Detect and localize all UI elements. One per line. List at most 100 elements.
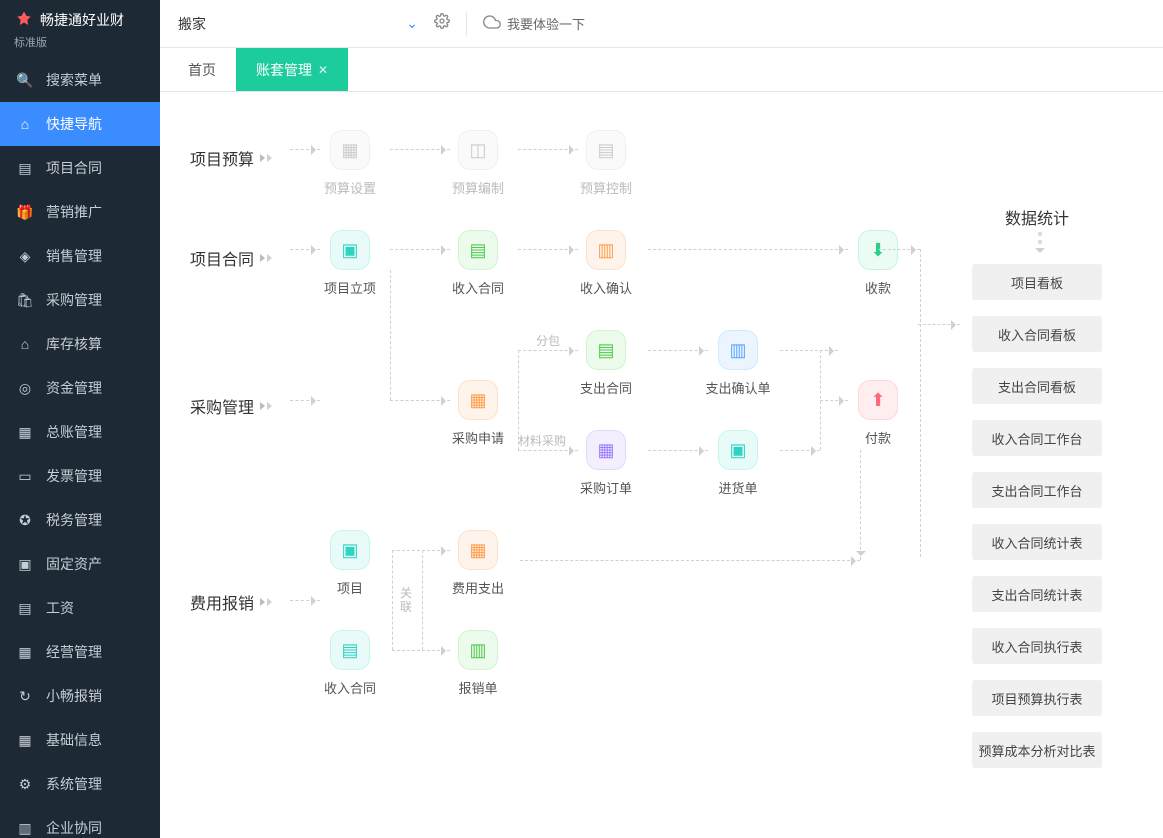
sidebar-item-6[interactable]: ⌂ 库存核算 xyxy=(0,322,160,366)
sidebar: 畅捷通好业财 标准版 🔍搜索菜单⌂快捷导航▤项目合同🎁营销推广◈销售管理🛍采购管… xyxy=(0,0,160,838)
node-project-init[interactable]: ▣项目立项 xyxy=(310,230,390,297)
search-icon: 🔍 xyxy=(16,71,34,89)
sidebar-item-0[interactable]: 🔍 搜索菜单 xyxy=(0,58,160,102)
node-expense-out[interactable]: ▦费用支出 xyxy=(438,530,518,597)
sidebar-item-9[interactable]: ▭发票管理 xyxy=(0,454,160,498)
arrow xyxy=(290,400,320,401)
refresh-icon: ↻ xyxy=(16,687,34,705)
sidebar-item-label: 资金管理 xyxy=(46,378,102,398)
sidebar-item-8[interactable]: ▦总账管理 xyxy=(0,410,160,454)
sidebar-item-14[interactable]: ↻ 小畅报销 xyxy=(0,674,160,718)
sidebar-item-7[interactable]: ◎ 资金管理 xyxy=(0,366,160,410)
connector xyxy=(520,560,860,561)
node-reimburse[interactable]: ▥报销单 xyxy=(438,630,518,697)
app-logo: 畅捷通好业财 xyxy=(0,0,160,34)
sidebar-item-label: 快捷导航 xyxy=(46,114,102,134)
node-purchase-req[interactable]: ▦采购申请 xyxy=(438,380,518,447)
sidebar-item-15[interactable]: ▦基础信息 xyxy=(0,718,160,762)
close-icon[interactable]: ✕ xyxy=(318,63,328,77)
connector xyxy=(390,270,391,400)
connector xyxy=(860,450,861,560)
sidebar-item-11[interactable]: ▣固定资产 xyxy=(0,542,160,586)
node-project[interactable]: ▣项目 xyxy=(310,530,390,597)
node-purchase-order[interactable]: ▦采购订单 xyxy=(566,430,646,497)
sidebar-item-13[interactable]: ▦ 经营管理 xyxy=(0,630,160,674)
section-budget: 项目预算 xyxy=(190,146,272,170)
arrow xyxy=(290,600,320,601)
app-name: 畅捷通好业财 xyxy=(40,10,124,30)
salary-icon: ▤ xyxy=(16,599,34,617)
sidebar-item-17[interactable]: ▥企业协同 xyxy=(0,806,160,838)
tab-1[interactable]: 账套管理 ✕ xyxy=(236,48,348,91)
divider xyxy=(466,12,467,36)
node-stock-in[interactable]: ▣进货单 xyxy=(698,430,778,497)
stat-button-6[interactable]: 支出合同统计表 xyxy=(972,576,1102,612)
logo-icon xyxy=(14,10,34,30)
sidebar-item-label: 经营管理 xyxy=(46,642,102,662)
sidebar-item-label: 搜索菜单 xyxy=(46,70,102,90)
sidebar-item-label: 营销推广 xyxy=(46,202,102,222)
section-purchase: 采购管理 xyxy=(190,394,272,418)
node-budget-control[interactable]: ▤预算控制 xyxy=(566,130,646,197)
gear-icon[interactable] xyxy=(434,13,450,34)
sidebar-item-5[interactable]: 🛍 采购管理 xyxy=(0,278,160,322)
tab-label: 账套管理 xyxy=(256,60,312,80)
tab-0[interactable]: 首页 xyxy=(168,48,236,91)
sidebar-item-16[interactable]: ⚙ 系统管理 xyxy=(0,762,160,806)
warehouse-icon: ⌂ xyxy=(16,335,34,353)
system-icon: ⚙ xyxy=(16,775,34,793)
stat-button-0[interactable]: 项目看板 xyxy=(972,264,1102,300)
arrow xyxy=(780,350,838,351)
info-icon: ▦ xyxy=(16,731,34,749)
node-budget-compile[interactable]: ◫预算编制 xyxy=(438,130,518,197)
stat-button-5[interactable]: 收入合同统计表 xyxy=(972,524,1102,560)
node-expense-confirm[interactable]: ▥支出确认单 xyxy=(698,330,778,397)
stat-button-4[interactable]: 支出合同工作台 xyxy=(972,472,1102,508)
stat-button-9[interactable]: 预算成本分析对比表 xyxy=(972,732,1102,768)
node-income-contract-2[interactable]: ▤收入合同 xyxy=(310,630,390,697)
stat-button-1[interactable]: 收入合同看板 xyxy=(972,316,1102,352)
dropdown-label: 搬家 xyxy=(178,14,206,34)
node-expense-contract[interactable]: ▤支出合同 xyxy=(566,330,646,397)
sidebar-item-label: 工资 xyxy=(46,598,74,618)
stat-button-8[interactable]: 项目预算执行表 xyxy=(972,680,1102,716)
cart-icon: 🛍 xyxy=(16,291,34,309)
edge-label-relation: 关 联 xyxy=(400,586,412,614)
sidebar-item-4[interactable]: ◈销售管理 xyxy=(0,234,160,278)
sidebar-item-label: 小畅报销 xyxy=(46,686,102,706)
sidebar-item-10[interactable]: ✪税务管理 xyxy=(0,498,160,542)
node-receipt[interactable]: ⬇收款 xyxy=(838,230,918,297)
sidebar-item-label: 库存核算 xyxy=(46,334,102,354)
sidebar-item-2[interactable]: ▤项目合同 xyxy=(0,146,160,190)
stat-button-2[interactable]: 支出合同看板 xyxy=(972,368,1102,404)
connector xyxy=(422,550,423,650)
sidebar-item-label: 采购管理 xyxy=(46,290,102,310)
node-budget-config[interactable]: ▦预算设置 xyxy=(310,130,390,197)
manage-icon: ▦ xyxy=(16,643,34,661)
sidebar-item-12[interactable]: ▤ 工资 xyxy=(0,586,160,630)
node-payment[interactable]: ⬆付款 xyxy=(838,380,918,447)
node-income-contract[interactable]: ▤收入合同 xyxy=(438,230,518,297)
coin-icon: ◎ xyxy=(16,379,34,397)
sidebar-item-label: 系统管理 xyxy=(46,774,102,794)
tabs: 首页账套管理 ✕ xyxy=(160,48,1163,92)
gift-icon: 🎁 xyxy=(16,203,34,221)
stat-button-3[interactable]: 收入合同工作台 xyxy=(972,420,1102,456)
workflow-canvas: 项目预算 项目合同 采购管理 费用报销 ▦预算设置 ◫预算编制 ▤预算控制 ▣项… xyxy=(160,92,1163,838)
experience-button[interactable]: 我要体验一下 xyxy=(483,13,585,34)
sidebar-item-3[interactable]: 🎁 营销推广 xyxy=(0,190,160,234)
sidebar-item-1[interactable]: ⌂ 快捷导航 xyxy=(0,102,160,146)
org-dropdown[interactable]: 搬家 ⌄ xyxy=(178,14,418,34)
section-expense: 费用报销 xyxy=(190,590,272,614)
arrow xyxy=(648,249,848,250)
stats-title: 数据统计 xyxy=(1005,205,1069,229)
connector xyxy=(920,249,921,557)
arrow xyxy=(918,324,960,325)
main: 搬家 ⌄ 我要体验一下 首页账套管理 ✕ 项目预算 项目合同 采购管理 费用报销 … xyxy=(160,0,1163,838)
tax-icon: ✪ xyxy=(16,511,34,529)
connector xyxy=(392,550,393,650)
home-icon: ⌂ xyxy=(16,115,34,133)
node-income-confirm[interactable]: ▥收入确认 xyxy=(566,230,646,297)
stat-button-7[interactable]: 收入合同执行表 xyxy=(972,628,1102,664)
ledger-icon: ▦ xyxy=(16,423,34,441)
